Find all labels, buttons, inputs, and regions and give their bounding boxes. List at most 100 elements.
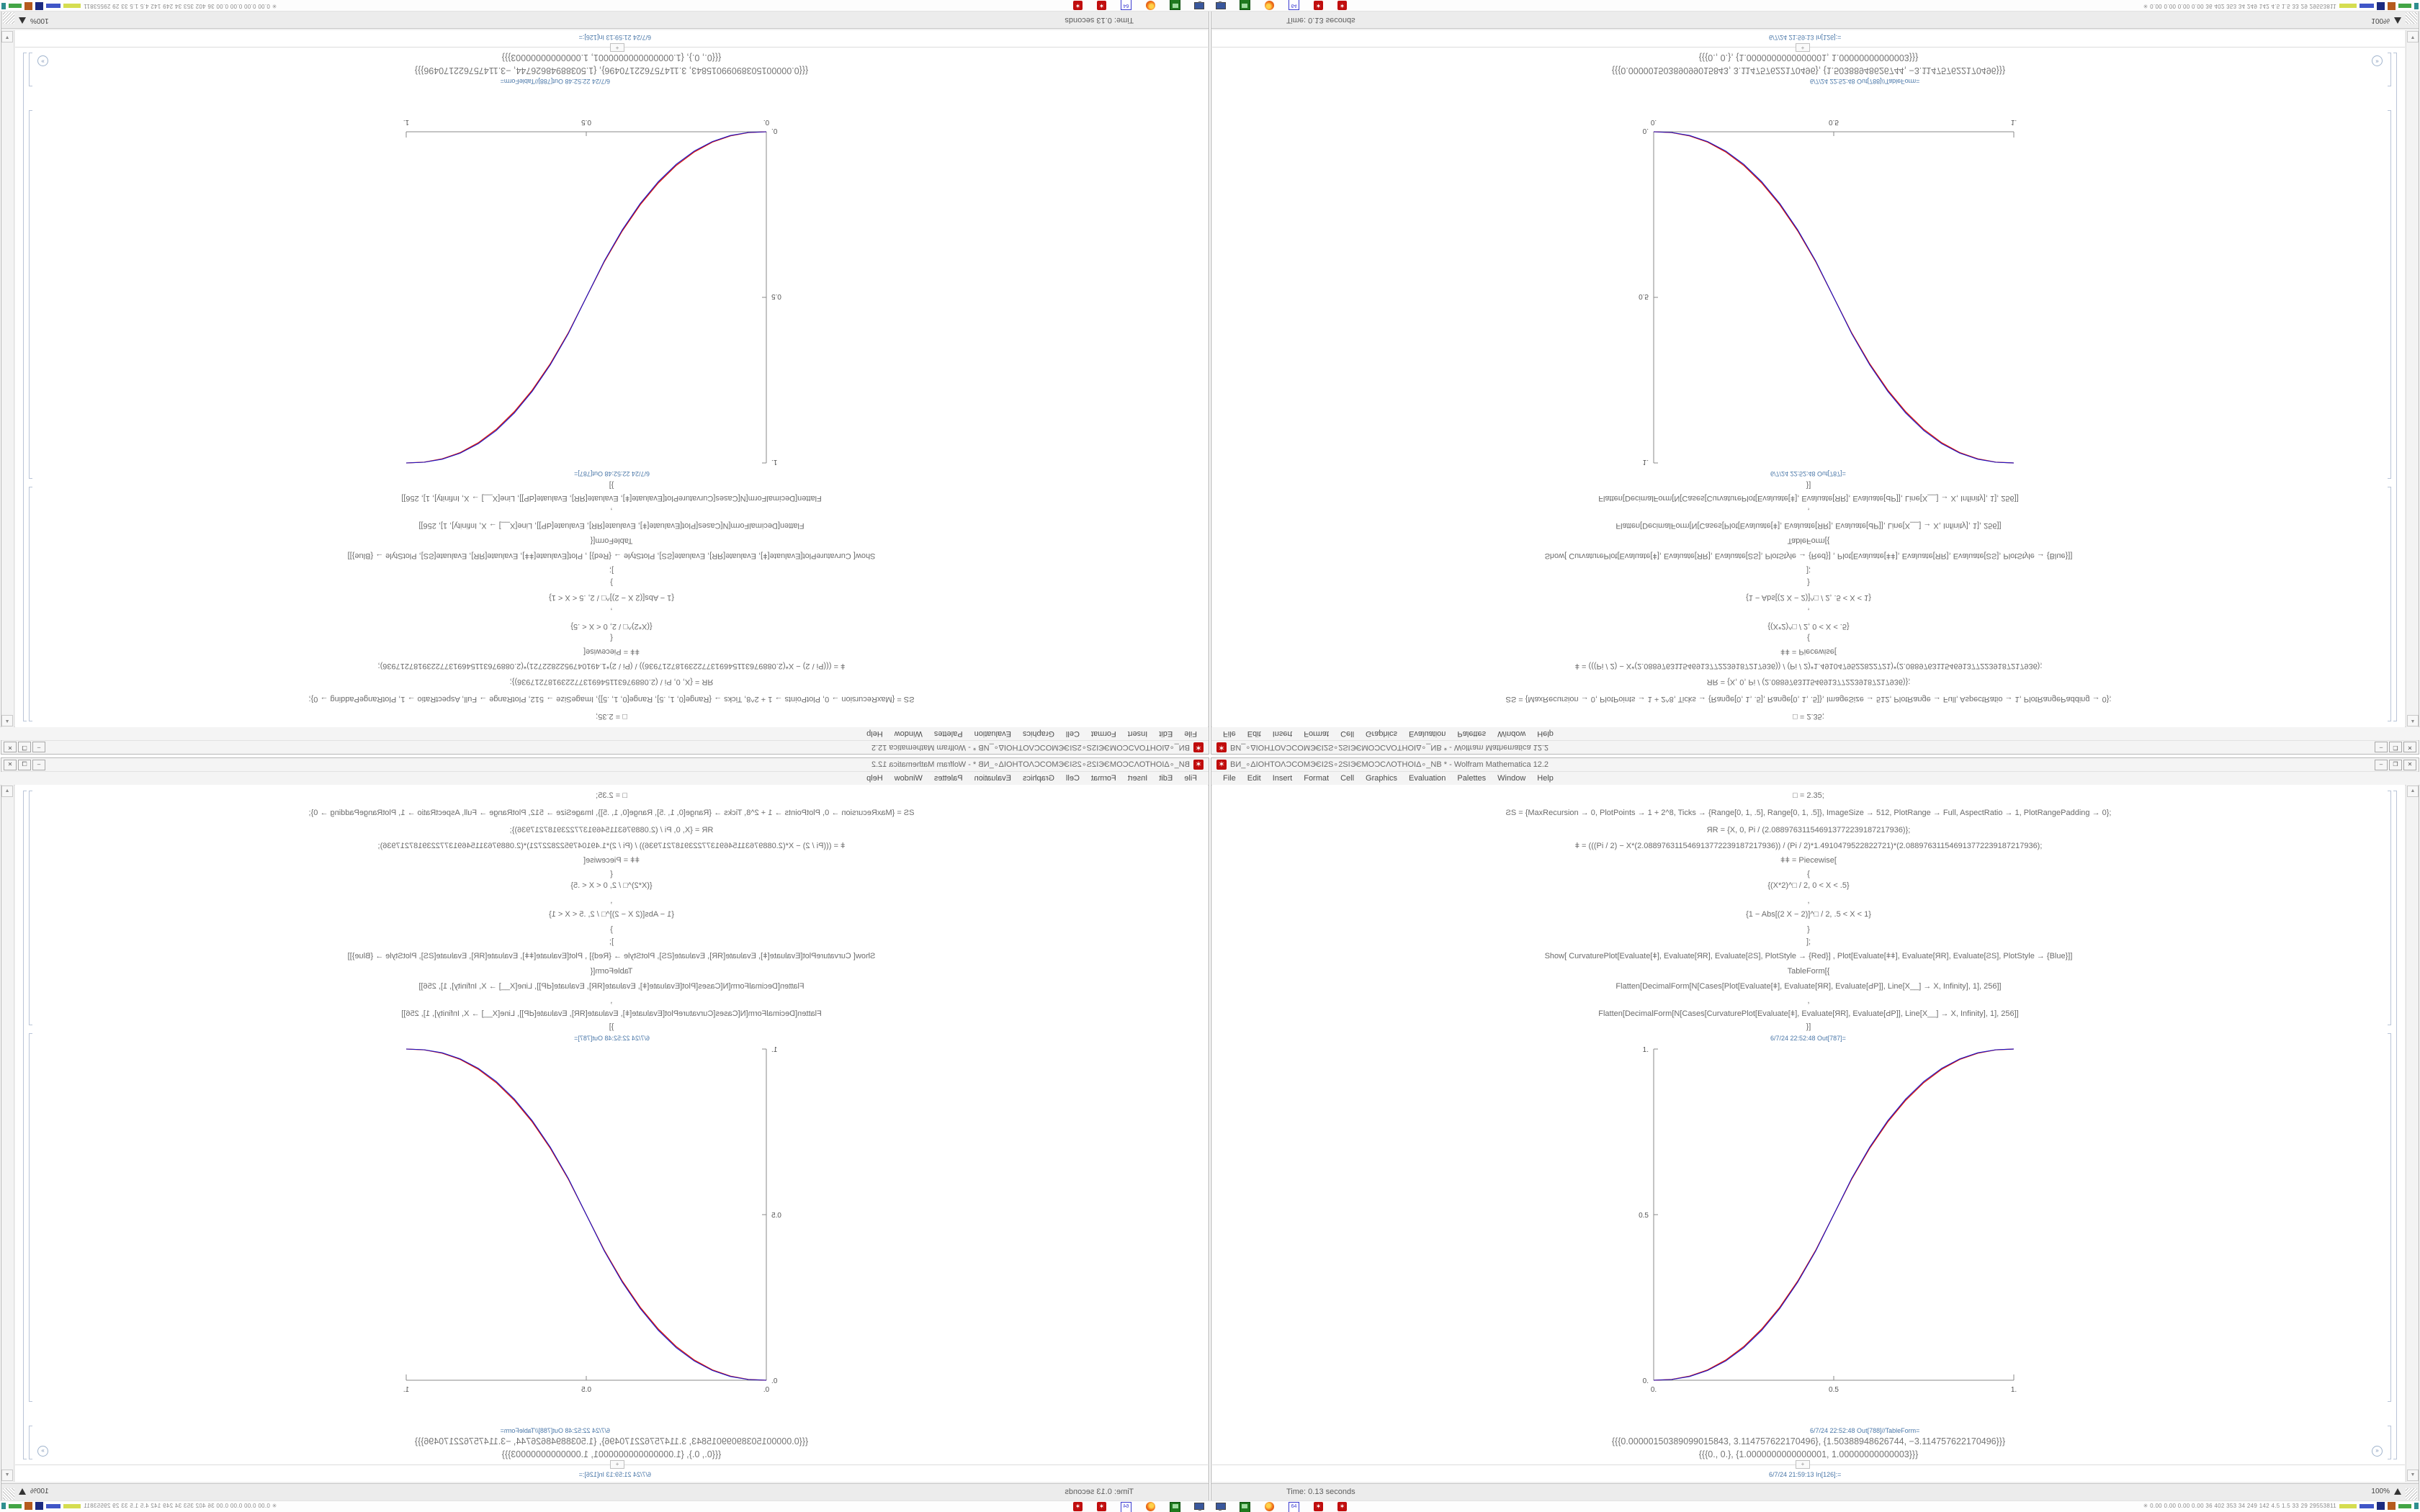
- close-button[interactable]: ✕: [2403, 742, 2416, 752]
- output-table-cell-bracket[interactable]: [29, 1426, 32, 1459]
- vertical-scrollbar[interactable]: ▲ ▼: [2406, 785, 2419, 1482]
- code-line[interactable]: {(X*2)^□ / 2, 0 < X < .5}: [570, 622, 653, 631]
- code-line[interactable]: {1 − Abs[(2 X − 2)]^□ / 2, .5 < X < 1}: [549, 593, 674, 602]
- notebook-content[interactable]: □ = 2.35; ƧS = {MaxRecursion → 0, PlotPo…: [1212, 785, 2405, 1482]
- code-line[interactable]: Show[ CurvaturePlot[Evaluate[ǂ], Evaluat…: [1544, 552, 2073, 560]
- menu-evaluation[interactable]: Evaluation: [1409, 774, 1446, 783]
- code-line[interactable]: □ = 2.35;: [596, 791, 627, 800]
- code-line[interactable]: ЯR = {X, 0, Pi / (2.08897631154691377223…: [509, 678, 714, 686]
- cell-group-bracket[interactable]: [23, 791, 27, 1459]
- window-titlebar[interactable]: ✶ ВИ_∘ΔΙΟΗΤΟΛƆCOMЭЄΙ2S∘2SΙЭЄMOƆCΛΟΤΗΟΙΔ∘…: [1211, 758, 2419, 772]
- mathematica-icon[interactable]: ✶: [1314, 1502, 1323, 1511]
- menu-palettes[interactable]: Palettes: [1457, 774, 1487, 783]
- code-line[interactable]: ǂǂ = Piecewise[: [583, 856, 640, 865]
- tray-app-teal-icon[interactable]: [1, 1503, 6, 1509]
- notebook-content[interactable]: □ = 2.35; ƧS = {MaxRecursion → 0, PlotPo…: [1212, 30, 2405, 727]
- menu-help[interactable]: Help: [1537, 729, 1554, 738]
- magnification-indicator[interactable]: 100%: [2371, 17, 2390, 24]
- menu-cell[interactable]: Cell: [1065, 729, 1080, 738]
- scroll-up-arrow[interactable]: ▲: [1, 786, 13, 797]
- code-line[interactable]: {1 − Abs[(2 X − 2)]^□ / 2, .5 < X < 1}: [1746, 593, 1871, 602]
- output-plot-cell-bracket[interactable]: [29, 110, 32, 479]
- menu-edit[interactable]: Edit: [1159, 729, 1173, 738]
- mathematica-icon[interactable]: ✶: [1097, 1, 1106, 10]
- menu-format[interactable]: Format: [1304, 729, 1330, 738]
- scroll-down-arrow[interactable]: ▼: [2407, 31, 2419, 42]
- menu-palettes[interactable]: Palettes: [1457, 729, 1487, 738]
- code-line[interactable]: Show[ CurvaturePlot[Evaluate[ǂ], Evaluat…: [347, 552, 876, 560]
- menu-palettes[interactable]: Palettes: [933, 729, 963, 738]
- code-line[interactable]: {: [1807, 870, 1810, 878]
- code-line[interactable]: ǂ = (((Pi / 2) − X*(2.088976311546913772…: [1574, 842, 2043, 850]
- code-line[interactable]: ƧS = {MaxRecursion → 0, PlotPoints → 1 +…: [1505, 695, 2112, 703]
- cell-group-bracket[interactable]: [23, 53, 27, 721]
- code-line[interactable]: {: [610, 870, 613, 878]
- more-output-icon[interactable]: »: [2372, 55, 2383, 66]
- code-line[interactable]: Flatten[DecimalForm[N[Cases[Plot[Evaluat…: [418, 982, 805, 991]
- magnification-triangle-icon[interactable]: [2394, 17, 2401, 24]
- window-titlebar[interactable]: ✶ ВИ_∘ΔΙΟΗΤΟΛƆCOMЭЄΙ2S∘2SΙЭЄMOƆCΛΟΤΗΟΙΔ∘…: [1211, 740, 2419, 754]
- code-line[interactable]: TableForm[{: [1787, 967, 1830, 976]
- firefox-icon[interactable]: [1146, 1502, 1155, 1511]
- output-plot-cell-bracket[interactable]: [2388, 1033, 2391, 1402]
- code-line[interactable]: ƧS = {MaxRecursion → 0, PlotPoints → 1 +…: [308, 809, 915, 817]
- code-line[interactable]: ];: [609, 937, 614, 946]
- vertical-scrollbar[interactable]: ▲ ▼: [1, 30, 14, 727]
- code-line[interactable]: TableForm[{: [590, 536, 633, 545]
- menu-help[interactable]: Help: [866, 729, 883, 738]
- scroll-down-arrow[interactable]: ▼: [1, 1470, 13, 1481]
- output-table-cell-bracket[interactable]: [2388, 1426, 2391, 1459]
- code-line[interactable]: }: [610, 925, 613, 934]
- code-line[interactable]: }: [1807, 925, 1810, 934]
- tray-app-teal-icon[interactable]: [2414, 3, 2419, 9]
- code-line[interactable]: ǂ = (((Pi / 2) − X*(2.088976311546913772…: [1574, 662, 2043, 670]
- input-cell-bracket[interactable]: [2388, 791, 2391, 1025]
- menu-cell[interactable]: Cell: [1340, 774, 1355, 783]
- code-line[interactable]: ЯR = {X, 0, Pi / (2.08897631154691377223…: [1706, 678, 1911, 686]
- tray-app-teal-icon[interactable]: [2414, 1503, 2419, 1509]
- code-line[interactable]: {: [610, 634, 613, 642]
- menu-cell[interactable]: Cell: [1340, 729, 1355, 738]
- code-line[interactable]: ЯR = {X, 0, Pi / (2.08897631154691377223…: [1706, 826, 1911, 834]
- disk64-icon[interactable]: 64: [1289, 1502, 1299, 1512]
- maximize-button[interactable]: ❐: [18, 760, 31, 770]
- scroll-up-arrow[interactable]: ▲: [2407, 715, 2419, 726]
- disk64-icon[interactable]: 64: [1121, 0, 1131, 10]
- tray-app-navy-icon[interactable]: [2377, 1502, 2385, 1510]
- scroll-down-arrow[interactable]: ▼: [2407, 1470, 2419, 1481]
- computer-icon[interactable]: [1194, 1502, 1204, 1511]
- code-line[interactable]: }]: [609, 1022, 614, 1031]
- code-line[interactable]: Flatten[DecimalForm[N[Cases[CurvaturePlo…: [401, 1009, 822, 1018]
- code-line[interactable]: ǂǂ = Piecewise[: [583, 647, 640, 656]
- insert-cell-plus[interactable]: +: [1796, 43, 1810, 52]
- minimize-button[interactable]: –: [32, 742, 45, 752]
- more-output-icon[interactable]: »: [2372, 1446, 2383, 1457]
- output-plot-cell-bracket[interactable]: [29, 1033, 32, 1402]
- package-icon[interactable]: [1240, 0, 1250, 10]
- vertical-scrollbar[interactable]: ▲ ▼: [1, 785, 14, 1482]
- notebook-content[interactable]: □ = 2.35; ƧS = {MaxRecursion → 0, PlotPo…: [15, 30, 1208, 727]
- package-icon[interactable]: [1240, 1502, 1250, 1512]
- menu-format[interactable]: Format: [1090, 729, 1116, 738]
- code-line[interactable]: Show[ CurvaturePlot[Evaluate[ǂ], Evaluat…: [347, 952, 876, 960]
- magnification-triangle-icon[interactable]: [19, 1488, 26, 1495]
- package-icon[interactable]: [1170, 0, 1180, 10]
- menu-cell[interactable]: Cell: [1065, 774, 1080, 783]
- code-line[interactable]: Flatten[DecimalForm[N[Cases[CurvaturePlo…: [401, 494, 822, 503]
- code-line[interactable]: ,: [610, 996, 613, 1005]
- input-cell-bracket[interactable]: [2388, 487, 2391, 721]
- minimize-button[interactable]: –: [2375, 760, 2388, 770]
- menu-window[interactable]: Window: [894, 729, 923, 738]
- code-line[interactable]: }: [610, 578, 613, 587]
- mathematica-icon[interactable]: ✶: [1073, 1502, 1083, 1511]
- close-button[interactable]: ✕: [2403, 760, 2416, 770]
- tray-app-orange-icon[interactable]: [2388, 2, 2396, 10]
- tray-app-navy-icon[interactable]: [35, 1502, 43, 1510]
- code-line[interactable]: {(X*2)^□ / 2, 0 < X < .5}: [1767, 881, 1850, 890]
- maximize-button[interactable]: ❐: [18, 742, 31, 752]
- output-plot-cell-bracket[interactable]: [2388, 110, 2391, 479]
- window-titlebar[interactable]: ✶ ВИ_∘ΔΙΟΗΤΟΛƆCOMЭЄΙ2S∘2SΙЭЄMOƆCΛΟΤΗΟΙΔ∘…: [1, 758, 1209, 772]
- magnification-indicator[interactable]: 100%: [30, 1488, 49, 1495]
- menu-format[interactable]: Format: [1090, 774, 1116, 783]
- code-line[interactable]: ,: [1807, 507, 1810, 516]
